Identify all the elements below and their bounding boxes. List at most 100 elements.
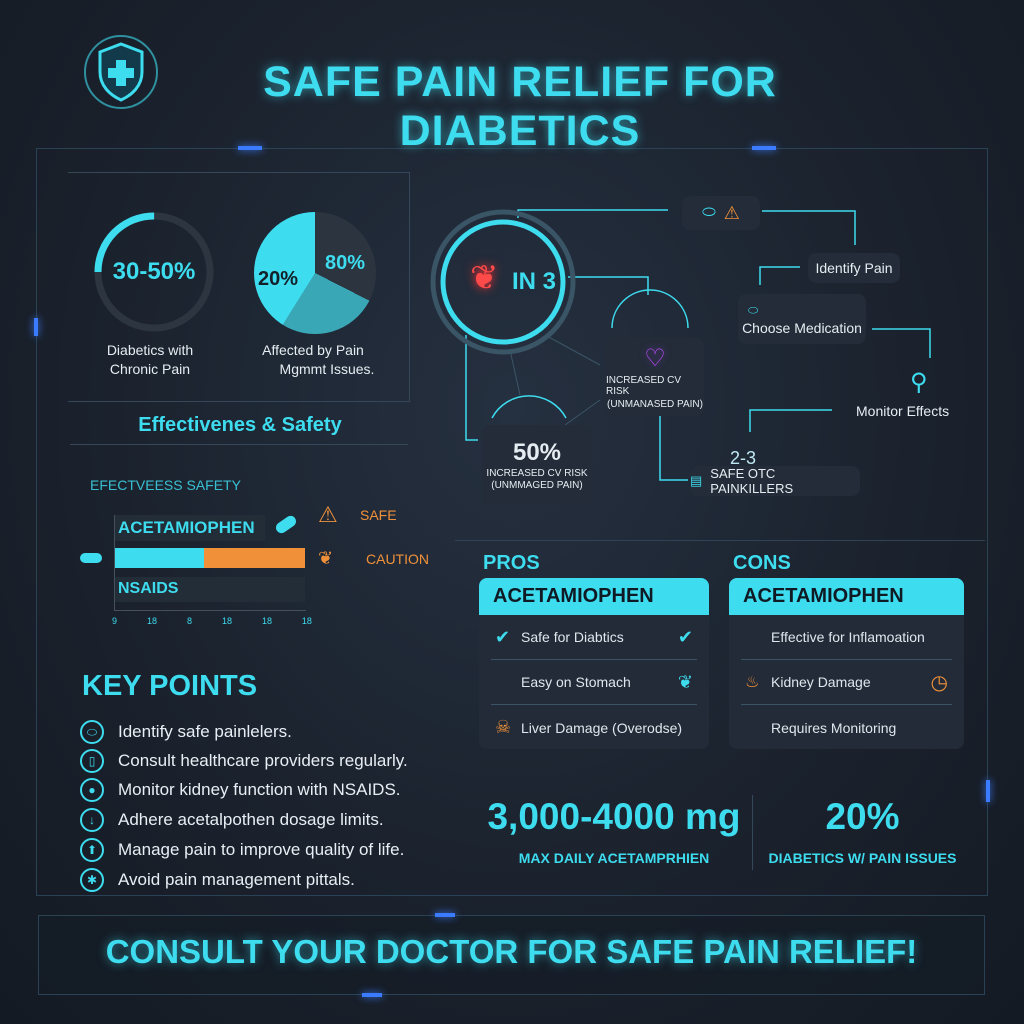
pros-item: ☠ Liver Damage (Overodse) xyxy=(491,705,697,749)
kidney-icon: ❦ xyxy=(470,259,499,297)
key-point: ⬭ Identify safe painlelers. xyxy=(80,718,292,746)
heart-icon: ♡ xyxy=(644,345,666,372)
key-point: ▯ Consult healthcare providers regularly. xyxy=(80,747,408,775)
ring-label-1: Diabetics with xyxy=(106,342,194,358)
chart-title: EFECTVEESS SAFETY xyxy=(90,477,241,493)
pie-label-20: 20% xyxy=(258,268,299,290)
hand-icon: ↓ xyxy=(80,808,104,832)
tick-label: 8 xyxy=(186,616,192,626)
choose-medication-label: Choose Medication xyxy=(742,319,862,336)
arrow-up-icon: ⬆ xyxy=(80,838,104,862)
legend-caution: CAUTION xyxy=(366,551,429,567)
cons-item: ♨ Kidney Damage ◷ xyxy=(741,660,952,705)
ring-label-2: Chronic Pain xyxy=(109,361,191,377)
pill-bottle-icon: ▤ xyxy=(690,473,703,488)
hub-label: IN 3 xyxy=(512,268,557,295)
frame-accent xyxy=(362,993,382,997)
key-point-text: Consult healthcare providers regularly. xyxy=(118,751,408,770)
key-point: ● Monitor kidney function with NSAIDS. xyxy=(80,776,401,804)
cv-risk-line1: INCREASED CV RISK xyxy=(606,375,682,397)
key-point-text: Identify safe painlelers. xyxy=(118,722,292,741)
ring-value: 30-50% xyxy=(112,258,196,285)
key-point: ⬆ Manage pain to improve quality of life. xyxy=(80,836,404,864)
key-point-text: Avoid pain management pittals. xyxy=(118,870,355,889)
monitor-effects-label[interactable]: Monitor Effects xyxy=(856,403,950,419)
medication-warning-node[interactable]: ⬭ ⚠ xyxy=(682,196,760,230)
cons-item-text: Effective for Inflamoation xyxy=(771,629,925,645)
cv-risk-line2: (UNMANASED PAIN) xyxy=(607,399,703,410)
pain-issues-value: 20% xyxy=(825,796,900,837)
cons-heading: CONS xyxy=(733,552,791,574)
key-point: ✱ Avoid pain management pittals. xyxy=(80,866,355,894)
pill-icon xyxy=(80,553,102,563)
chart-axis xyxy=(114,515,115,610)
leaf-icon: ❦ xyxy=(677,671,693,692)
bar-fill-effective xyxy=(115,548,205,568)
pros-item: ✔ Safe for Diabtics ✔ xyxy=(491,615,697,660)
main-frame xyxy=(36,148,988,896)
max-dose-value: 3,000-4000 mg xyxy=(487,796,741,837)
clock-icon: ◷ xyxy=(930,671,948,694)
pros-item-text: Liver Damage (Overodse) xyxy=(521,719,683,736)
key-point-text: Manage pain to improve quality of life. xyxy=(118,840,405,859)
max-dose-label: MAX DAILY ACETAMPRHIEN xyxy=(518,850,710,866)
pie-chart xyxy=(254,212,376,334)
cons-item-text: Kidney Damage xyxy=(771,674,871,690)
percent-line1: INCREASED CV RISK xyxy=(486,468,588,479)
bar-label-acetaminophen: ACETAMIOPHEN xyxy=(118,518,255,537)
percent-value: 50% xyxy=(512,439,562,466)
pie-caption-2: Mgmmt Issues. xyxy=(279,361,375,377)
otc-node[interactable]: ▤ SAFE OTC PAINKILLERS xyxy=(690,466,860,496)
tick-label: 9 xyxy=(112,616,118,626)
frame-accent xyxy=(752,146,776,150)
page-title: SAFE PAIN RELIEF FOR DIABETICS xyxy=(263,58,777,155)
pain-issues-label: DIABETICS W/ PAIN ISSUES xyxy=(768,850,957,866)
frame-accent xyxy=(435,913,455,917)
key-points-heading: KEY POINTS xyxy=(82,670,258,702)
search-icon: ⚲ xyxy=(910,369,928,396)
percent-risk-node[interactable]: 50% INCREASED CV RISK (UNMMAGED PAIN) xyxy=(482,425,592,505)
pie-label-80: 80% xyxy=(325,252,366,274)
check-icon: ✔ xyxy=(677,626,693,647)
tick-label: 18 xyxy=(146,616,157,626)
frame-accent xyxy=(238,146,262,150)
pill-icon: ⬭ xyxy=(702,204,716,221)
identify-pain-node[interactable]: Identify Pain xyxy=(808,253,900,283)
shield-medical-cross-icon xyxy=(82,32,160,112)
choose-medication-node[interactable]: ⬭ Choose Medication xyxy=(738,294,866,344)
bar-label-nsaids: NSAIDS xyxy=(118,580,179,597)
stats-divider xyxy=(752,795,753,870)
pros-item-text: Easy on Stomach xyxy=(521,674,631,690)
pros-item: Easy on Stomach ❦ xyxy=(491,660,697,705)
pros-heading: PROS xyxy=(483,552,540,574)
pill-icon: ⬭ xyxy=(748,302,759,317)
tick-label: 18 xyxy=(261,616,272,626)
axis-ticks: 9 18 8 18 18 18 xyxy=(112,616,312,626)
effectiveness-heading: Effectivenes & Safety xyxy=(138,414,342,436)
pros-item-text: Safe for Diabtics xyxy=(521,629,624,645)
footer-banner xyxy=(38,915,985,995)
pros-card: ACETAMIOPHEN ✔ Safe for Diabtics ✔ Easy on… xyxy=(479,578,709,749)
pros-title: ACETAMIOPHEN xyxy=(479,578,709,615)
person-icon: ● xyxy=(80,778,104,802)
cons-item-text: Requires Monitoring xyxy=(771,719,897,736)
key-point: ↓ Adhere acetalpothen dosage limits. xyxy=(80,806,384,834)
cv-risk-node[interactable]: ♡ INCREASED CV RISK (UNMANASED PAIN) xyxy=(606,338,704,416)
otc-count: 2-3 xyxy=(730,448,757,468)
bar-row-nsaids xyxy=(115,577,305,602)
warning-icon: ⚠ xyxy=(318,502,338,527)
skull-icon: ☠ xyxy=(495,717,512,737)
kidney-icon: ❦ xyxy=(318,548,334,568)
cons-title: ACETAMIOPHEN xyxy=(729,578,964,615)
cons-card: ACETAMIOPHEN Effective for Inflamoation … xyxy=(729,578,964,749)
stats-panel xyxy=(68,172,410,402)
progress-ring xyxy=(92,210,216,334)
flame-icon: ♨ xyxy=(745,674,760,691)
key-point-text: Monitor kidney function with NSAIDS. xyxy=(118,780,401,799)
legend-safe: SAFE xyxy=(360,507,397,523)
tick-label: 18 xyxy=(221,616,232,626)
capsule-icon: ▯ xyxy=(80,749,104,773)
otc-label: SAFE OTC PAINKILLERS xyxy=(710,466,794,496)
frame-accent xyxy=(34,318,38,336)
